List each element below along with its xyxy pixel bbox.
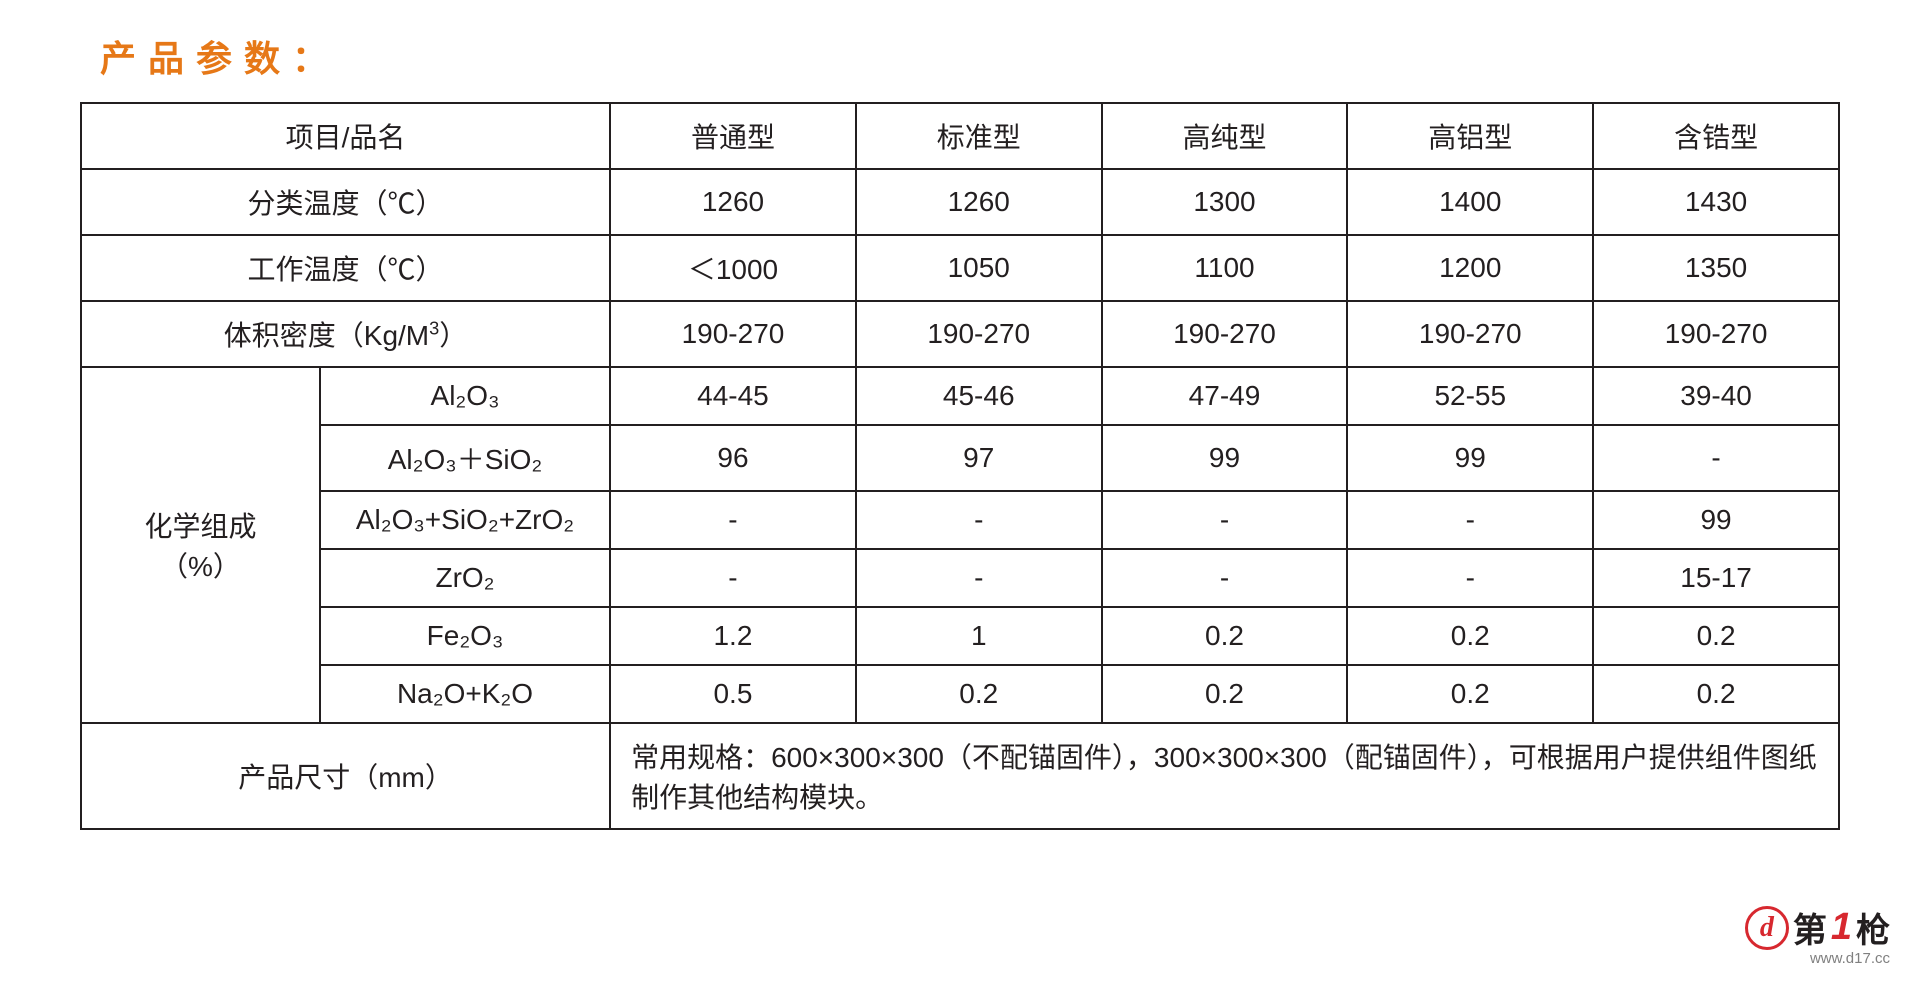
title-text: 产品参数: [100, 38, 292, 79]
work-temp-1: 1050: [856, 235, 1102, 301]
bulk-density-1: 190-270: [856, 301, 1102, 367]
chem-4-4: 0.2: [1593, 607, 1839, 665]
chem-3-0: -: [610, 549, 856, 607]
chem-3-4: 15-17: [1593, 549, 1839, 607]
work-temp-4: 1350: [1593, 235, 1839, 301]
row-size: 产品尺寸（mm） 常用规格：600×300×300（不配锚固件），300×300…: [81, 723, 1839, 829]
class-temp-2: 1300: [1102, 169, 1348, 235]
row-chem-1: Al₂O₃＋SiO₂ 96 97 99 99 -: [81, 425, 1839, 491]
chem-5-3: 0.2: [1347, 665, 1593, 723]
chem-2-3: -: [1347, 491, 1593, 549]
watermark-di: 第: [1793, 903, 1827, 952]
chem-1-1: 97: [856, 425, 1102, 491]
chem-4-2: 0.2: [1102, 607, 1348, 665]
bulk-density-4: 190-270: [1593, 301, 1839, 367]
bulk-density-label-pre: 体积密度（Kg/M: [224, 320, 429, 351]
chem-0-0: 44-45: [610, 367, 856, 425]
row-class-temp: 分类温度（℃） 1260 1260 1300 1400 1430: [81, 169, 1839, 235]
row-chem-2: Al₂O₃+SiO₂+ZrO₂ - - - - 99: [81, 491, 1839, 549]
chem-5-0: 0.5: [610, 665, 856, 723]
row-chem-3: ZrO₂ - - - - 15-17: [81, 549, 1839, 607]
chem-5-4: 0.2: [1593, 665, 1839, 723]
header-type-0: 普通型: [610, 103, 856, 169]
title-colon: ：: [292, 38, 328, 79]
chem-label-line1: 化学组成: [90, 505, 311, 545]
header-type-2: 高纯型: [1102, 103, 1348, 169]
row-work-temp: 工作温度（℃） ＜1000 1050 1100 1200 1350: [81, 235, 1839, 301]
table-header-row: 项目/品名 普通型 标准型 高纯型 高铝型 含锆型: [81, 103, 1839, 169]
size-label: 产品尺寸（mm）: [81, 723, 610, 829]
chem-3-2: -: [1102, 549, 1348, 607]
watermark-qiang: 枪: [1856, 903, 1890, 952]
chem-1-2: 99: [1102, 425, 1348, 491]
bulk-density-label-sup: 3: [429, 319, 439, 339]
watermark-logo: d 第 1 枪: [1745, 903, 1890, 952]
work-temp-0: ＜1000: [610, 235, 856, 301]
chem-formula-3: ZrO₂: [320, 549, 610, 607]
chem-0-3: 52-55: [1347, 367, 1593, 425]
chem-formula-5: Na₂O+K₂O: [320, 665, 610, 723]
bulk-density-label-post: ）: [439, 320, 467, 351]
chem-5-1: 0.2: [856, 665, 1102, 723]
row-bulk-density: 体积密度（Kg/M3） 190-270 190-270 190-270 190-…: [81, 301, 1839, 367]
chem-3-1: -: [856, 549, 1102, 607]
header-type-1: 标准型: [856, 103, 1102, 169]
chem-formula-4: Fe₂O₃: [320, 607, 610, 665]
chem-0-4: 39-40: [1593, 367, 1839, 425]
chem-1-3: 99: [1347, 425, 1593, 491]
class-temp-label: 分类温度（℃）: [81, 169, 610, 235]
class-temp-3: 1400: [1347, 169, 1593, 235]
bulk-density-2: 190-270: [1102, 301, 1348, 367]
chem-5-2: 0.2: [1102, 665, 1348, 723]
chem-4-1: 1: [856, 607, 1102, 665]
chem-4-3: 0.2: [1347, 607, 1593, 665]
header-type-4: 含锆型: [1593, 103, 1839, 169]
chem-1-0: 96: [610, 425, 856, 491]
chem-label-line2: （%）: [90, 545, 311, 585]
chem-2-0: -: [610, 491, 856, 549]
work-temp-label: 工作温度（℃）: [81, 235, 610, 301]
chem-formula-2: Al₂O₃+SiO₂+ZrO₂: [320, 491, 610, 549]
header-item-name: 项目/品名: [81, 103, 610, 169]
work-temp-2: 1100: [1102, 235, 1348, 301]
chem-2-1: -: [856, 491, 1102, 549]
chem-3-3: -: [1347, 549, 1593, 607]
product-params-table: 项目/品名 普通型 标准型 高纯型 高铝型 含锆型 分类温度（℃） 1260 1…: [80, 102, 1840, 830]
class-temp-1: 1260: [856, 169, 1102, 235]
row-chem-4: Fe₂O₃ 1.2 1 0.2 0.2 0.2: [81, 607, 1839, 665]
bulk-density-label: 体积密度（Kg/M3）: [81, 301, 610, 367]
chem-2-2: -: [1102, 491, 1348, 549]
chem-2-4: 99: [1593, 491, 1839, 549]
chem-1-4: -: [1593, 425, 1839, 491]
chem-0-2: 47-49: [1102, 367, 1348, 425]
chem-0-1: 45-46: [856, 367, 1102, 425]
watermark-d: d: [1760, 912, 1774, 944]
work-temp-3: 1200: [1347, 235, 1593, 301]
chem-4-0: 1.2: [610, 607, 856, 665]
header-type-3: 高铝型: [1347, 103, 1593, 169]
watermark-one: 1: [1831, 906, 1852, 949]
class-temp-0: 1260: [610, 169, 856, 235]
size-text: 常用规格：600×300×300（不配锚固件），300×300×300（配锚固件…: [610, 723, 1839, 829]
watermark-circle-icon: d: [1745, 906, 1789, 950]
row-chem-0: 化学组成 （%） Al₂O₃ 44-45 45-46 47-49 52-55 3…: [81, 367, 1839, 425]
row-chem-5: Na₂O+K₂O 0.5 0.2 0.2 0.2 0.2: [81, 665, 1839, 723]
page-title: 产品参数：: [100, 30, 1840, 82]
watermark: d 第 1 枪 www.d17.cc: [1745, 903, 1890, 967]
watermark-url: www.d17.cc: [1810, 950, 1890, 967]
chem-formula-0: Al₂O₃: [320, 367, 610, 425]
class-temp-4: 1430: [1593, 169, 1839, 235]
bulk-density-3: 190-270: [1347, 301, 1593, 367]
chem-formula-1: Al₂O₃＋SiO₂: [320, 425, 610, 491]
chem-group-label: 化学组成 （%）: [81, 367, 320, 723]
bulk-density-0: 190-270: [610, 301, 856, 367]
